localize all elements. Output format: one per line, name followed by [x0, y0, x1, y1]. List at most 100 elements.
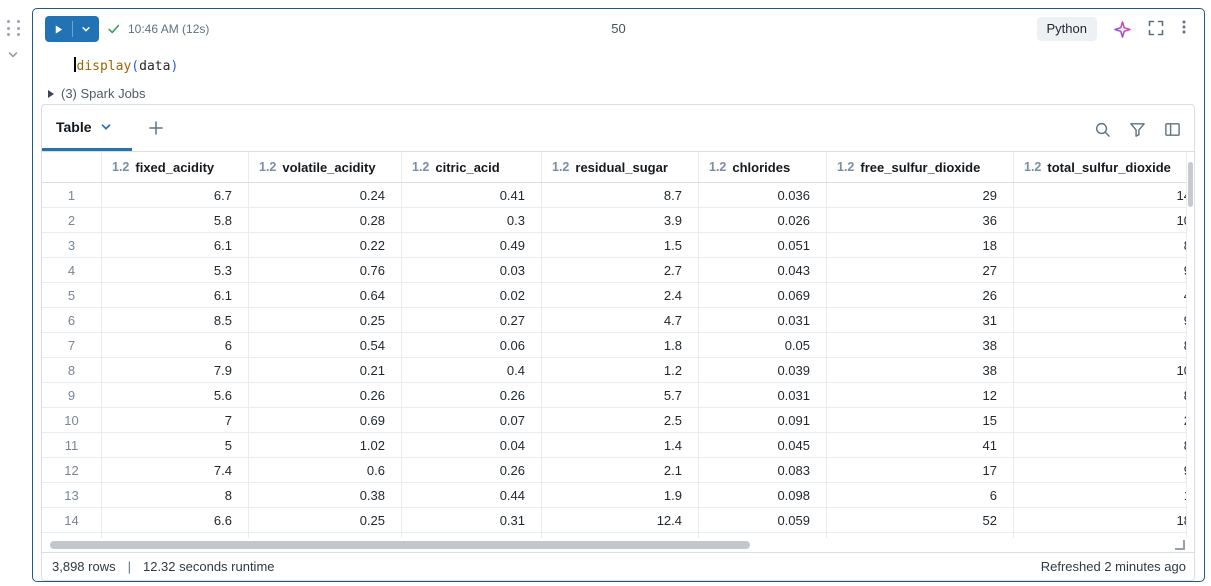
columns-panel-icon[interactable] [1160, 117, 1184, 141]
run-cell-button[interactable] [45, 16, 99, 42]
cell-residual_sugar: 1.8 [542, 333, 699, 357]
table-row: 25.80.280.33.90.0263610 [42, 208, 1186, 233]
cell-fixed_acidity: 6 [102, 333, 249, 357]
cell-total_sulfur_dioxide: 2 [1014, 408, 1186, 432]
row-number: 12 [42, 458, 102, 482]
column-header-fixed_acidity[interactable]: 1.2 fixed_acidity [102, 152, 249, 182]
cell-fixed_acidity: 5.3 [102, 258, 249, 282]
cell-citric_acid: 0.26 [402, 383, 542, 407]
cell-total_sulfur_dioxide: 9 [1014, 458, 1186, 482]
language-selector[interactable]: Python [1036, 17, 1097, 41]
cell-residual_sugar: 8.7 [542, 183, 699, 207]
cell-total_sulfur_dioxide: 10 [1014, 208, 1186, 232]
cell-volatile_acidity: 0.69 [249, 408, 402, 432]
cell-residual_sugar: 1.9 [542, 483, 699, 507]
cell-volatile_acidity: 0.28 [249, 208, 402, 232]
table-row: 45.30.760.032.70.043279 [42, 258, 1186, 283]
table-row: 16.70.240.418.70.0362914 [42, 183, 1186, 208]
cell-free_sulfur_dioxide: 6 [827, 483, 1014, 507]
filter-icon[interactable] [1125, 117, 1149, 141]
cell-command-bar: 10:46 AM (12s) 50 Python [33, 9, 1204, 49]
cell-free_sulfur_dioxide: 52 [827, 508, 1014, 532]
cell-citric_acid: 0.02 [402, 283, 542, 307]
cell-citric_acid: 0.44 [402, 483, 542, 507]
cell-volatile_acidity: 0.25 [249, 308, 402, 332]
cell-residual_sugar: 2.5 [542, 408, 699, 432]
spark-jobs-toggle[interactable]: (3) Spark Jobs [48, 86, 146, 101]
column-header-chlorides[interactable]: 1.2 chlorides [699, 152, 827, 182]
code-editor-line[interactable]: display(data) [74, 57, 178, 74]
result-tab-bar: Table [42, 105, 1194, 152]
cell-volatile_acidity: 0.22 [249, 233, 402, 257]
maximize-icon[interactable] [1148, 20, 1164, 39]
run-options-chevron-icon[interactable] [73, 16, 100, 42]
cell-fixed_acidity: 7.9 [102, 358, 249, 382]
tab-table[interactable]: Table [56, 105, 112, 149]
vertical-scrollbar-thumb[interactable] [1188, 162, 1193, 207]
results-resize-handle-icon[interactable] [1175, 540, 1185, 550]
column-header-free_sulfur_dioxide[interactable]: 1.2 free_sulfur_dioxide [827, 152, 1014, 182]
cell-volatile_acidity: 0.6 [249, 458, 402, 482]
column-name: chlorides [732, 159, 791, 175]
numeric-type-icon: 1.2 [112, 160, 130, 174]
column-name: total_sulfur_dioxide [1047, 159, 1171, 175]
cell-drag-handle-icon[interactable] [7, 20, 23, 38]
numeric-type-icon: 1.2 [837, 160, 855, 174]
cell-citric_acid: 0.26 [402, 458, 542, 482]
cell-volatile_acidity: 1.02 [249, 433, 402, 457]
table-row: 56.10.640.022.40.069264 [42, 283, 1186, 308]
cell-residual_sugar: 4.7 [542, 308, 699, 332]
code-arg-token: data [139, 59, 171, 74]
numeric-type-icon: 1.2 [1024, 160, 1042, 174]
disclosure-triangle-icon [48, 89, 54, 98]
add-visualization-button[interactable] [144, 117, 168, 141]
cell-citric_acid: 0.4 [402, 358, 542, 382]
column-header-residual_sugar[interactable]: 1.2 residual_sugar [542, 152, 699, 182]
cell-menu-kebab-icon[interactable] [1176, 18, 1192, 39]
cell-residual_sugar: 12.4 [542, 508, 699, 532]
column-header-volatile_acidity[interactable]: 1.2 volatile_acidity [249, 152, 402, 182]
cell-citric_acid: 0.49 [402, 233, 542, 257]
assistant-sparkle-icon[interactable] [1113, 20, 1132, 42]
cell-total_sulfur_dioxide: 9 [1014, 308, 1186, 332]
vertical-scrollbar[interactable] [1186, 152, 1194, 538]
table-row-partial [42, 533, 1186, 538]
row-number-header [42, 152, 102, 182]
cell-chlorides: 0.031 [699, 383, 827, 407]
cell-free_sulfur_dioxide: 41 [827, 433, 1014, 457]
cell-volatile_acidity: 0.64 [249, 283, 402, 307]
cell-chlorides: 0.026 [699, 208, 827, 232]
row-number: 8 [42, 358, 102, 382]
active-tab-indicator [42, 148, 132, 151]
column-header-total_sulfur_dioxide[interactable]: 1.2 total_sulfur_dioxide [1014, 152, 1186, 182]
search-icon[interactable] [1090, 117, 1114, 141]
column-name: residual_sugar [575, 159, 668, 175]
cell-residual_sugar: 2.1 [542, 458, 699, 482]
cell-free_sulfur_dioxide: 38 [827, 358, 1014, 382]
cell-chlorides: 0.083 [699, 458, 827, 482]
cell-chlorides: 0.043 [699, 258, 827, 282]
cell-fixed_acidity: 5.8 [102, 208, 249, 232]
row-number: 14 [42, 508, 102, 532]
cell-citric_acid: 0.06 [402, 333, 542, 357]
cell-citric_acid: 0.41 [402, 183, 542, 207]
table-viewport: 1.2 fixed_acidity 1.2 volatile_acidity 1.2 ci… [42, 152, 1186, 538]
cell-residual_sugar: 1.5 [542, 233, 699, 257]
horizontal-scrollbar-thumb[interactable] [50, 541, 750, 549]
cell-fixed_acidity: 6.1 [102, 283, 249, 307]
cell-fixed_acidity: 8.5 [102, 308, 249, 332]
cell-collapse-chevron-icon[interactable] [7, 48, 19, 66]
cell-fixed_acidity: 8 [102, 483, 249, 507]
cell-residual_sugar: 2.7 [542, 258, 699, 282]
play-icon[interactable] [45, 16, 72, 42]
row-number: 10 [42, 408, 102, 432]
row-number: 7 [42, 333, 102, 357]
column-header-citric_acid[interactable]: 1.2 citric_acid [402, 152, 542, 182]
horizontal-scrollbar[interactable] [42, 538, 1194, 552]
cell-volatile_acidity: 0.54 [249, 333, 402, 357]
cell-total_sulfur_dioxide: 18 [1014, 508, 1186, 532]
cell-citric_acid: 0.3 [402, 208, 542, 232]
